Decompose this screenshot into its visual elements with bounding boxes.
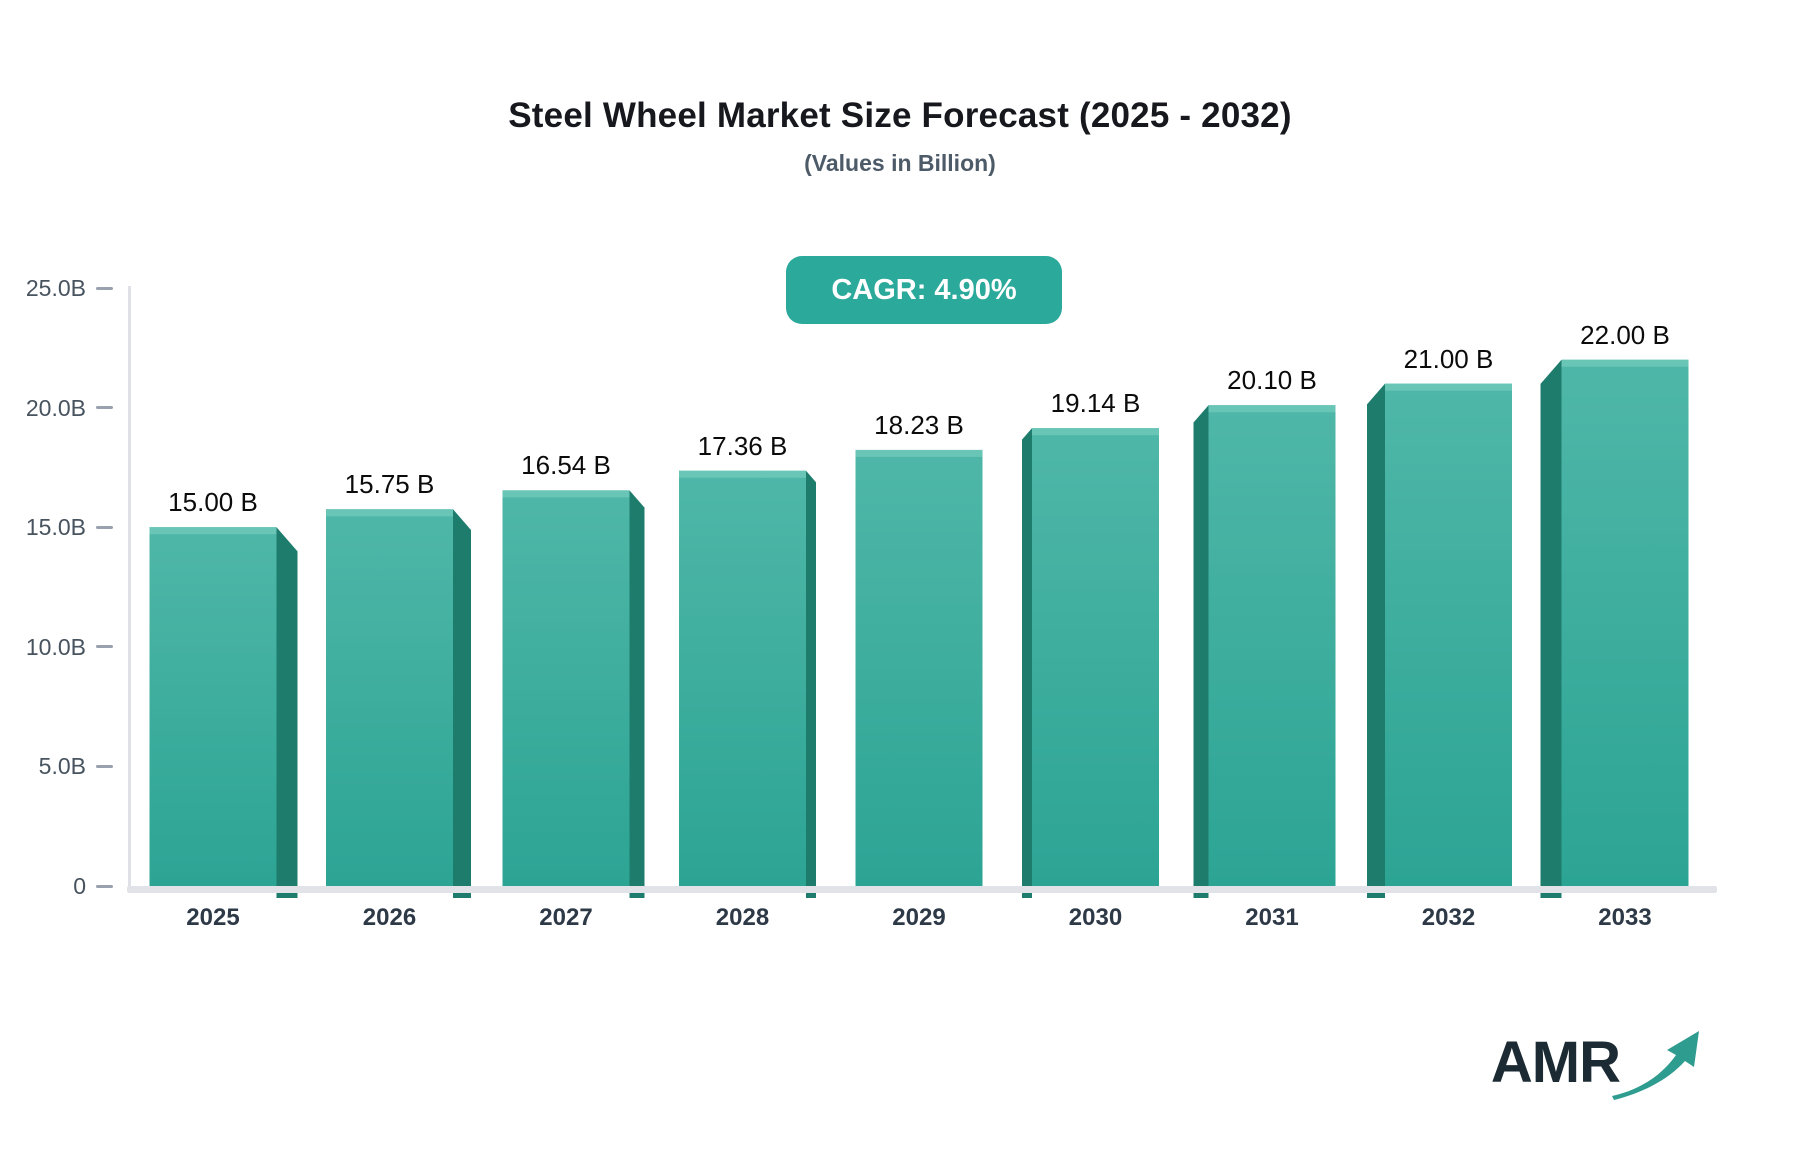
x-tick-label: 2031: [1245, 904, 1299, 931]
bar-front-face: [502, 490, 630, 886]
x-tick-label: 2029: [892, 904, 946, 931]
amr-logo-text: AMR: [1490, 1030, 1621, 1095]
bar-value-label: 20.10 B: [1227, 365, 1317, 396]
y-tick-label: 10.0B: [25, 633, 86, 660]
bar-side-face: [453, 509, 471, 898]
bar-front-face: [1208, 405, 1336, 886]
bar-front-face: [1032, 428, 1159, 886]
bar-2029: [855, 449, 983, 886]
y-tick-dash: [96, 645, 113, 649]
bar-front-face: [149, 527, 277, 886]
bar-top-edge: [1208, 405, 1336, 413]
bar-top-edge: [1561, 359, 1689, 367]
bar-top-edge: [149, 527, 277, 535]
bar-value-label: 22.00 B: [1580, 319, 1670, 350]
bar-2027: [502, 490, 645, 898]
bar-2033: [1540, 359, 1689, 898]
bar-2025: [149, 527, 298, 898]
bar-side-face: [806, 470, 816, 898]
bar-top-edge: [1032, 428, 1159, 436]
bar-value-label: 19.14 B: [1050, 388, 1141, 419]
bar-front-face: [679, 470, 806, 886]
x-tick-label: 2025: [186, 904, 240, 931]
y-axis-line: [128, 286, 131, 887]
bar-value-label: 16.54 B: [521, 450, 611, 481]
x-tick-label: 2033: [1598, 904, 1652, 931]
bar-2032: [1367, 383, 1512, 898]
y-tick-label: 25.0B: [25, 275, 86, 301]
bar-2028: [679, 470, 816, 898]
amr-logo: AMR: [1491, 1026, 1702, 1104]
x-axis-baseline: [127, 886, 1717, 893]
chart-title: Steel Wheel Market Size Forecast (2025 -…: [508, 96, 1292, 135]
bar-front-face: [1561, 359, 1689, 886]
x-tick-label: 2028: [715, 904, 770, 931]
bar-top-edge: [326, 509, 453, 517]
bar-side-face: [1367, 383, 1385, 898]
cagr-badge: CAGR: 4.90%: [786, 256, 1062, 324]
bar-top-edge: [855, 449, 983, 457]
y-tick-label: 15.0B: [25, 514, 86, 541]
bar-front-face: [855, 449, 983, 886]
bar-value-label: 15.00 B: [168, 487, 258, 518]
x-tick-label: 2030: [1068, 904, 1123, 931]
bar-side-face: [1193, 405, 1209, 898]
bar-side-face: [629, 490, 645, 898]
bar-value-label: 18.23 B: [874, 409, 964, 440]
bar-2026: [326, 509, 471, 898]
bar-side-face: [276, 527, 298, 898]
x-tick-label: 2026: [362, 904, 417, 931]
cagr-badge-label: CAGR: 4.90%: [831, 273, 1017, 306]
x-tick-label: 2027: [539, 904, 593, 931]
y-tick-dash: [96, 884, 113, 888]
y-tick-dash: [96, 764, 113, 768]
bar-front-face: [326, 509, 453, 886]
bar-value-label: 21.00 B: [1403, 343, 1494, 374]
y-tick-label: 5.0B: [38, 753, 86, 780]
bar-front-face: [1385, 383, 1512, 886]
y-tick-dash: [96, 406, 113, 410]
bar-value-label: 15.75 B: [344, 469, 435, 500]
chart-subtitle: (Values in Billion): [804, 150, 996, 176]
y-tick-dash: [96, 286, 113, 290]
bar-2031: [1193, 405, 1336, 898]
y-tick-label: 20.0B: [25, 394, 86, 421]
bar-top-edge: [502, 490, 630, 498]
bar-side-face: [1540, 359, 1562, 898]
bars-group: [149, 359, 1689, 898]
y-tick-label: 0: [73, 873, 86, 899]
bar-value-label: 17.36 B: [697, 430, 788, 461]
x-tick-label: 2032: [1421, 904, 1476, 931]
bar-2030: [1022, 428, 1159, 898]
y-tick-dash: [96, 525, 113, 529]
bar-top-edge: [679, 470, 806, 478]
bar-side-face: [1022, 428, 1032, 898]
bar-top-edge: [1385, 383, 1512, 391]
amr-logo-arrow-icon: [1612, 1031, 1699, 1100]
